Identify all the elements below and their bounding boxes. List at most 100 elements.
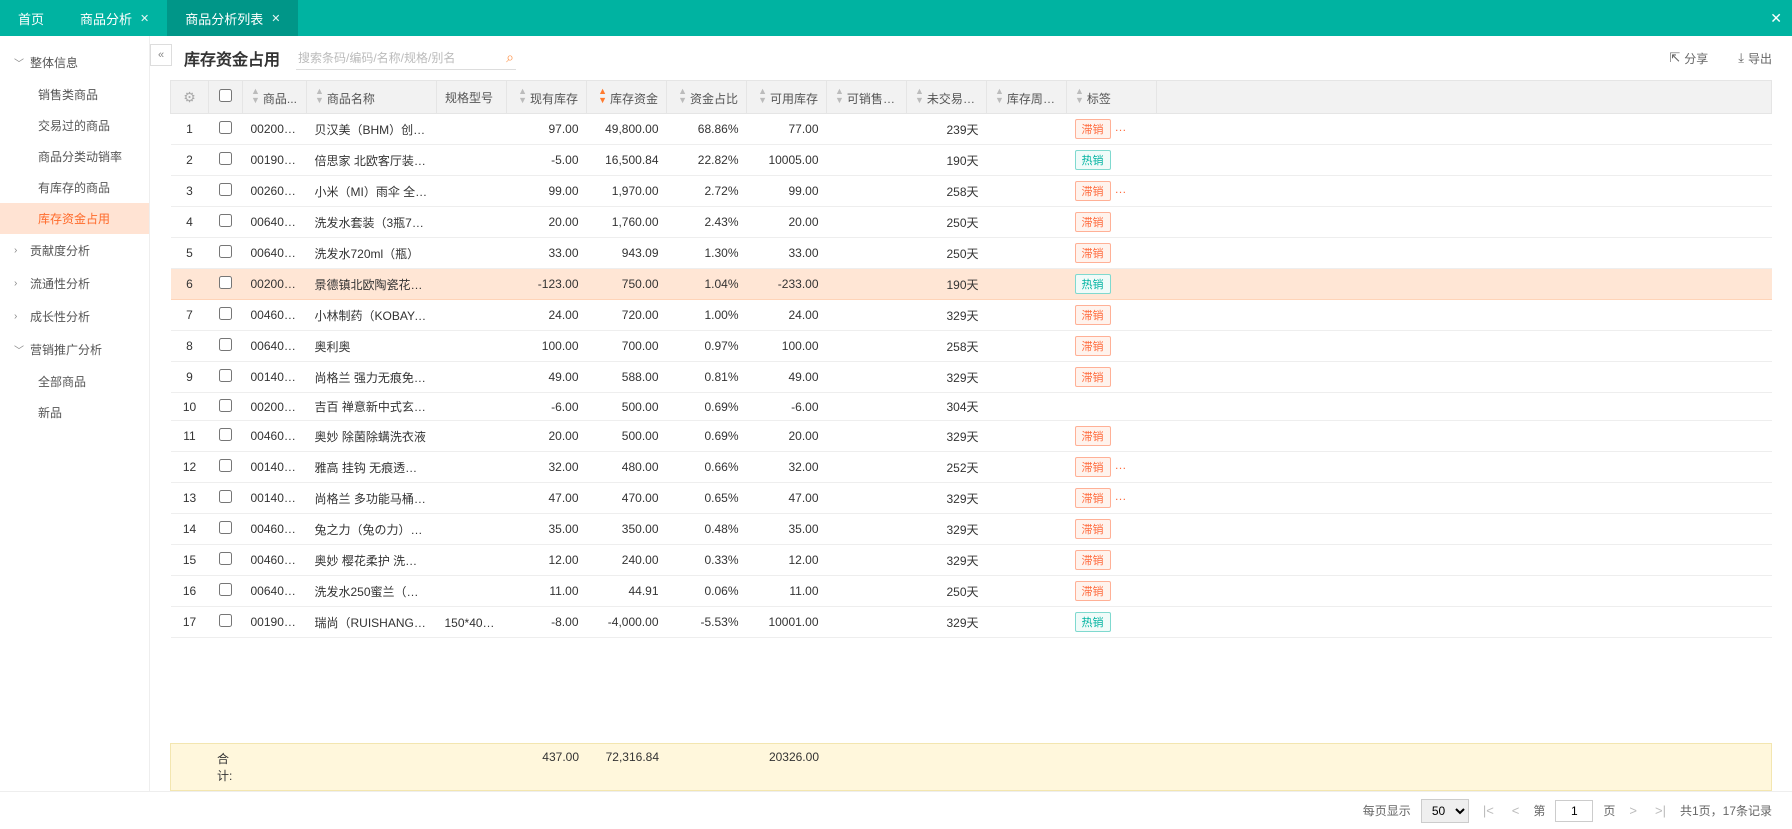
top-tab[interactable]: 商品分析列表✕ <box>167 0 298 36</box>
row-checkbox[interactable] <box>219 521 232 534</box>
table-row[interactable]: 4006400...洗发水套装（3瓶720ml+1）20.001,760.002… <box>171 207 1772 238</box>
sidebar-item[interactable]: 有库存的商品 <box>0 172 149 203</box>
column-header[interactable]: ▲▼未交易天数 <box>907 81 987 114</box>
sidebar-group[interactable]: ›成长性分析 <box>0 300 149 333</box>
table-row[interactable]: 8006400...奥利奥100.00700.000.97%100.00258天… <box>171 331 1772 362</box>
gear-icon[interactable]: ⚙ <box>183 89 196 105</box>
column-header[interactable]: ▲▼商品... <box>243 81 307 114</box>
row-checkbox[interactable] <box>219 245 232 258</box>
page-number-input[interactable] <box>1555 800 1593 822</box>
row-checkbox[interactable] <box>219 399 232 412</box>
close-icon[interactable]: ✕ <box>271 12 280 25</box>
row-checkbox[interactable] <box>219 214 232 227</box>
column-header[interactable]: ▲▼现有库存 <box>507 81 587 114</box>
table-row[interactable]: 14004600...兔之力（兔の力）粘毛器粘35.00350.000.48%3… <box>171 514 1772 545</box>
table-row[interactable]: 13001400...尚格兰 多功能马桶刷套装 月47.00470.000.65… <box>171 483 1772 514</box>
tag: 滞销 <box>1075 488 1111 508</box>
close-all-icon[interactable]: ✕ <box>1770 0 1782 36</box>
table-row[interactable]: 12001400...雅高 挂钩 无痕透明粘钩 强32.00480.000.66… <box>171 452 1772 483</box>
row-checkbox[interactable] <box>219 614 232 627</box>
column-header[interactable]: ▲▼商品名称 <box>307 81 437 114</box>
cell-turndays <box>987 576 1067 607</box>
tag: 滞销 <box>1075 550 1111 570</box>
cell-name: 奥妙 樱花柔护 洗衣凝珠 10 <box>307 545 437 576</box>
table-row[interactable]: 17001900...瑞尚（RUISHANG） 卧室窗150*40厘米-8.00… <box>171 607 1772 638</box>
cell-fund: 480.00 <box>587 452 667 483</box>
table-row[interactable]: 6002000...景德镇北欧陶瓷花瓶摆件 仿-123.00750.001.04… <box>171 269 1772 300</box>
cell-stock: -123.00 <box>507 269 587 300</box>
sidebar-item[interactable]: 交易过的商品 <box>0 110 149 141</box>
cell-name: 小林制药（KOBAYASHI）E <box>307 300 437 331</box>
top-tab[interactable]: 首页 <box>0 0 62 36</box>
row-checkbox[interactable] <box>219 152 232 165</box>
table-row[interactable]: 11004600...奥妙 除菌除螨洗衣液20.00500.000.69%20.… <box>171 421 1772 452</box>
column-header[interactable]: ▲▼标签 <box>1067 81 1157 114</box>
row-checkbox[interactable] <box>219 307 232 320</box>
collapse-sidebar-button[interactable]: « <box>150 44 172 66</box>
column-header[interactable]: ▲▼库存资金 <box>587 81 667 114</box>
per-page-select[interactable]: 50 <box>1421 799 1469 823</box>
row-checkbox[interactable] <box>219 369 232 382</box>
export-button[interactable]: ⤓导出 <box>1738 50 1772 67</box>
select-all-checkbox[interactable] <box>219 89 232 102</box>
row-checkbox[interactable] <box>219 490 232 503</box>
row-checkbox[interactable] <box>219 183 232 196</box>
cell-saledays <box>827 545 907 576</box>
column-header[interactable]: ▲▼库存周转天数 <box>987 81 1067 114</box>
cell-stock: 11.00 <box>507 576 587 607</box>
cell-avail: 24.00 <box>747 300 827 331</box>
prev-page-button[interactable]: < <box>1508 803 1524 818</box>
sidebar-group[interactable]: ﹀营销推广分析 <box>0 333 149 366</box>
next-page-button[interactable]: > <box>1625 803 1641 818</box>
cell-avail: 49.00 <box>747 362 827 393</box>
cell-notrade: 250天 <box>907 576 987 607</box>
table-row[interactable]: 16006400...洗发水250蜜兰（袋）11.0044.910.06%11.… <box>171 576 1772 607</box>
tag: 滞销 <box>1075 367 1111 387</box>
first-page-button[interactable]: |< <box>1479 803 1498 818</box>
search-icon[interactable]: ⌕ <box>506 49 514 66</box>
search-input[interactable] <box>296 47 516 70</box>
sidebar-item[interactable]: 商品分类动销率 <box>0 141 149 172</box>
cell-saledays <box>827 300 907 331</box>
sidebar-group-label: 贡献度分析 <box>30 242 90 259</box>
table-row[interactable]: 2001900...倍思家 北欧客厅装饰画卧室-5.0016,500.8422.… <box>171 145 1772 176</box>
sidebar-item[interactable]: 新品 <box>0 397 149 428</box>
table-row[interactable]: 5006400...洗发水720ml（瓶）33.00943.091.30%33.… <box>171 238 1772 269</box>
cell-turndays <box>987 269 1067 300</box>
table-row[interactable]: 3002600...小米（MI）雨伞 全自动折叠99.001,970.002.7… <box>171 176 1772 207</box>
sidebar-item[interactable]: 销售类商品 <box>0 79 149 110</box>
close-icon[interactable]: ✕ <box>140 12 149 25</box>
row-index: 3 <box>171 176 209 207</box>
row-checkbox[interactable] <box>219 121 232 134</box>
cell-avail: -6.00 <box>747 393 827 421</box>
column-header[interactable]: ▲▼可销售天数 <box>827 81 907 114</box>
column-header[interactable]: ▲▼可用库存 <box>747 81 827 114</box>
row-checkbox[interactable] <box>219 276 232 289</box>
last-page-button[interactable]: >| <box>1651 803 1670 818</box>
sidebar-item[interactable]: 全部商品 <box>0 366 149 397</box>
cell-stock: 24.00 <box>507 300 587 331</box>
row-checkbox[interactable] <box>219 583 232 596</box>
table-row[interactable]: 10002000...吉百 禅意新中式玄关摆件客-6.00500.000.69%… <box>171 393 1772 421</box>
row-checkbox[interactable] <box>219 552 232 565</box>
table-row[interactable]: 15004600...奥妙 樱花柔护 洗衣凝珠 1012.00240.000.3… <box>171 545 1772 576</box>
sidebar-item[interactable]: 库存资金占用 <box>0 203 149 234</box>
table-row[interactable]: 9001400...尚格兰 强力无痕免打孔浴室49.00588.000.81%4… <box>171 362 1772 393</box>
row-checkbox[interactable] <box>219 338 232 351</box>
cell-tags: 滞销 <box>1067 545 1157 576</box>
top-tab[interactable]: 商品分析✕ <box>62 0 167 36</box>
tag: 热销 <box>1075 150 1111 170</box>
share-icon: ⇱ <box>1669 50 1680 66</box>
row-checkbox[interactable] <box>219 428 232 441</box>
column-header[interactable]: ▲▼资金占比 <box>667 81 747 114</box>
sidebar-group[interactable]: ›贡献度分析 <box>0 234 149 267</box>
cell-turndays <box>987 514 1067 545</box>
row-index: 5 <box>171 238 209 269</box>
sidebar-group[interactable]: ›流通性分析 <box>0 267 149 300</box>
table-row[interactable]: 1002000...贝汉美（BHM）创意北欧风97.0049,800.0068.… <box>171 114 1772 145</box>
share-button[interactable]: ⇱分享 <box>1669 50 1708 67</box>
table-row[interactable]: 7004600...小林制药（KOBAYASHI）E24.00720.001.0… <box>171 300 1772 331</box>
row-checkbox[interactable] <box>219 459 232 472</box>
sort-icon: ▲▼ <box>995 87 1004 105</box>
sidebar-group[interactable]: ﹀整体信息 <box>0 46 149 79</box>
